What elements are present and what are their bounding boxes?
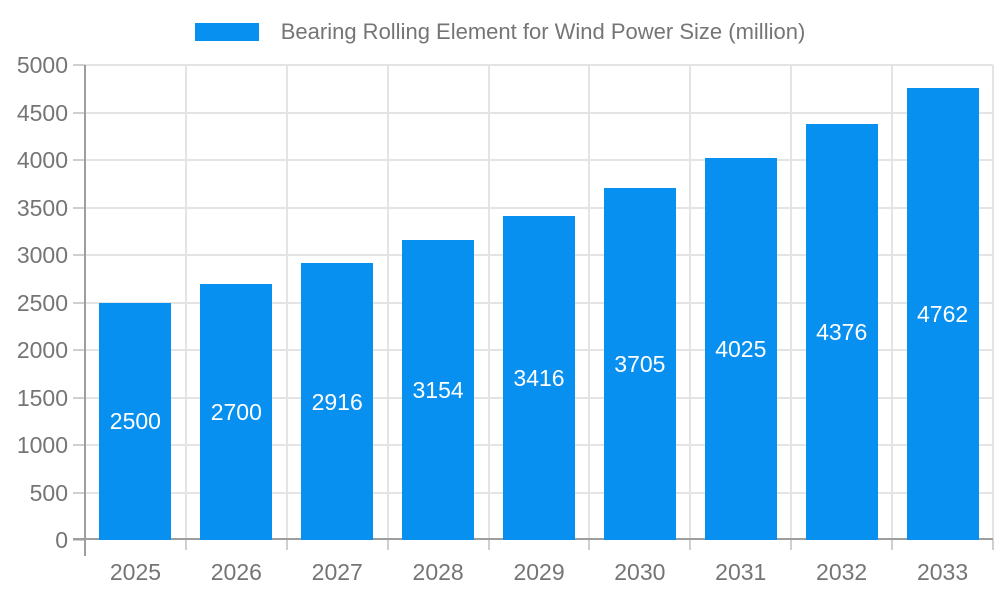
y-axis-tick	[73, 206, 85, 209]
x-gridline	[386, 65, 389, 540]
x-axis-tick	[285, 540, 288, 550]
y-axis-tick	[73, 111, 85, 114]
y-axis-label: 4500	[16, 99, 68, 126]
y-gridline	[85, 206, 993, 209]
y-gridline	[85, 111, 993, 114]
x-axis-label-2030: 2030	[614, 559, 666, 585]
x-axis-tick	[992, 540, 994, 550]
x-axis-tick	[184, 540, 187, 550]
y-axis-label: 3500	[16, 194, 68, 221]
bar-2033[interactable]: 4762	[906, 87, 979, 540]
bar-value-label: 3705	[614, 351, 666, 377]
legend-item[interactable]: Bearing Rolling Element for Wind Power S…	[0, 16, 1000, 48]
y-gridline	[85, 64, 993, 66]
bar-2030[interactable]: 3705	[603, 188, 676, 540]
x-axis-tick	[487, 540, 490, 550]
bar-2028[interactable]: 3154	[402, 240, 475, 540]
bar-2032[interactable]: 4376	[805, 124, 878, 540]
bar-value-label: 4376	[816, 319, 868, 346]
y-axis-tick	[73, 64, 85, 66]
x-gridline	[790, 65, 793, 540]
bar-2025[interactable]: 2500	[99, 302, 172, 540]
y-axis-label: 2500	[16, 289, 68, 316]
y-axis-tick	[73, 159, 85, 161]
y-axis-label: 0	[55, 527, 68, 553]
x-axis-label-2032: 2032	[816, 559, 868, 585]
x-axis-tick	[386, 540, 389, 550]
y-axis-tick	[73, 349, 85, 351]
y-axis-tick	[73, 444, 85, 446]
bar-value-label: 2700	[210, 398, 262, 425]
bar-2029[interactable]: 3416	[503, 215, 575, 540]
y-axis-tick	[73, 301, 85, 304]
bar-value-label: 3154	[412, 377, 464, 404]
bar-2031[interactable]: 4025	[704, 157, 777, 540]
y-axis-tick	[73, 539, 85, 541]
y-axis-tick	[73, 254, 85, 256]
y-axis-tick	[73, 396, 85, 399]
y-axis-label: 2000	[16, 337, 68, 363]
bar-value-label: 2500	[109, 408, 161, 435]
y-axis-label: 4000	[16, 147, 68, 173]
bar-value-label: 2916	[311, 388, 363, 415]
x-axis-label-2025: 2025	[109, 559, 162, 585]
x-gridline	[588, 65, 591, 540]
y-axis-label: 500	[29, 479, 68, 506]
x-gridline	[891, 65, 894, 540]
x-axis-label-2028: 2028	[412, 559, 464, 585]
bar-value-label: 3416	[513, 364, 565, 391]
legend-swatch	[194, 23, 259, 41]
x-gridline	[487, 65, 490, 540]
x-axis-label-2027: 2027	[311, 559, 363, 585]
x-axis-tick	[790, 540, 793, 550]
y-axis-line	[84, 65, 86, 556]
x-axis-label-2029: 2029	[513, 559, 565, 585]
bar-2027[interactable]: 2916	[301, 263, 374, 540]
bar-value-label: 4025	[715, 335, 767, 362]
y-axis-tick	[73, 491, 85, 494]
y-axis-label: 1500	[16, 384, 68, 411]
x-axis-label-2026: 2026	[210, 559, 262, 585]
bar-value-label: 4762	[917, 300, 969, 327]
y-axis-label: 3000	[16, 242, 68, 268]
y-gridline	[85, 159, 993, 161]
bar-2026[interactable]: 2700	[200, 283, 273, 540]
y-axis-label: 5000	[16, 52, 68, 78]
y-axis-label: 1000	[16, 432, 68, 458]
x-axis-label-2031: 2031	[715, 559, 767, 585]
x-gridline	[992, 65, 994, 540]
x-axis-tick	[588, 540, 591, 550]
x-axis-tick	[689, 540, 692, 550]
x-axis-label-2033: 2033	[916, 559, 969, 585]
x-gridline	[285, 65, 288, 540]
x-axis-tick	[891, 540, 894, 550]
x-gridline	[689, 65, 692, 540]
legend-label: Bearing Rolling Element for Wind Power S…	[280, 19, 806, 44]
x-gridline	[184, 65, 187, 540]
